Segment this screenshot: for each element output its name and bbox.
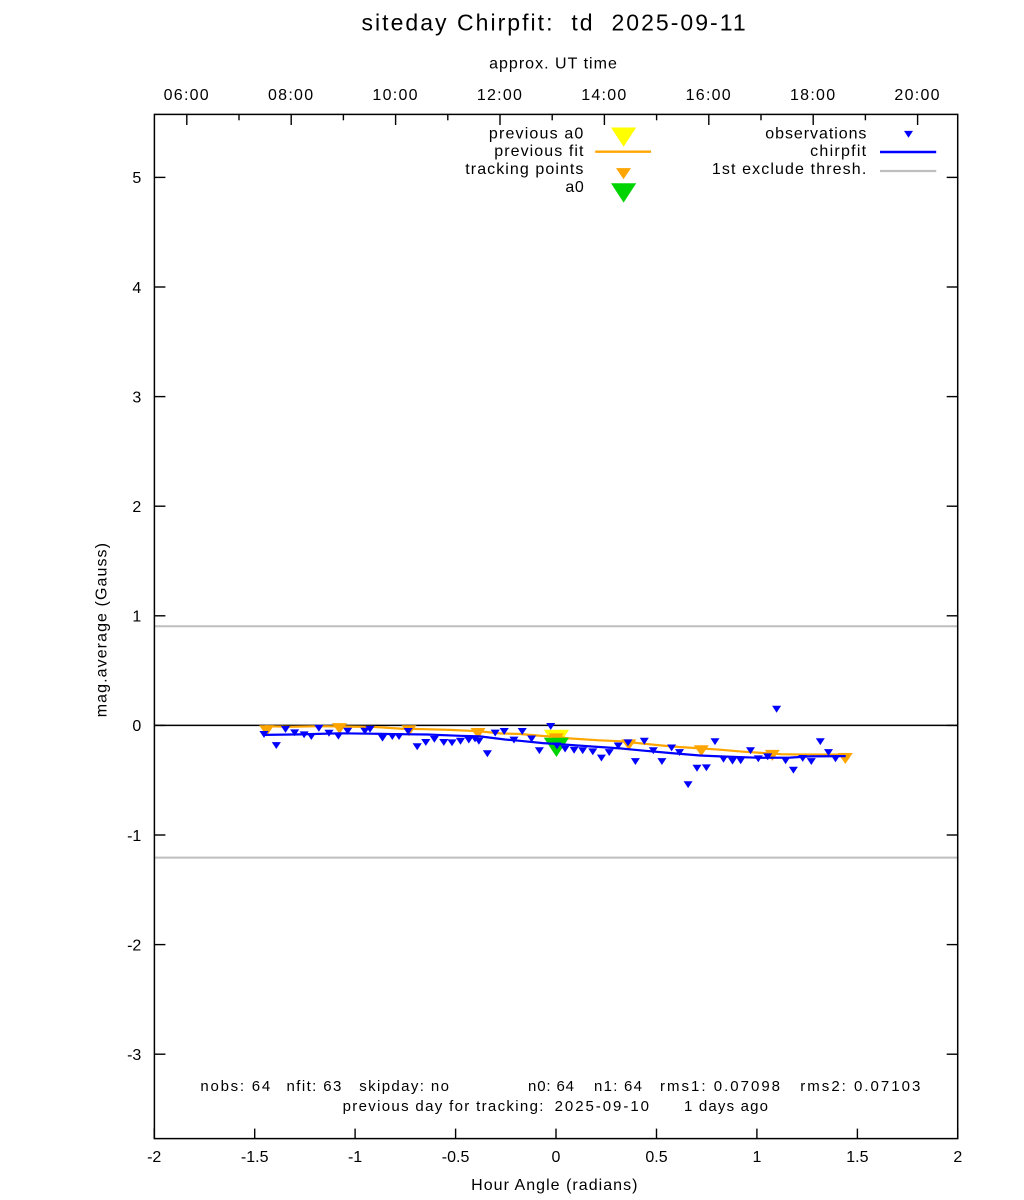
svg-text:observations: observations bbox=[765, 125, 867, 142]
svg-text:skipday: no: skipday: no bbox=[359, 1078, 450, 1095]
svg-text:previous fit: previous fit bbox=[494, 143, 584, 160]
svg-text:18:00: 18:00 bbox=[790, 87, 836, 104]
svg-text:08:00: 08:00 bbox=[268, 87, 314, 104]
svg-text:1st exclude thresh.: 1st exclude thresh. bbox=[712, 161, 868, 178]
svg-text:0.5: 0.5 bbox=[645, 1149, 667, 1166]
svg-text:1: 1 bbox=[752, 1149, 761, 1166]
svg-text:-2: -2 bbox=[127, 937, 141, 954]
svg-text:12:00: 12:00 bbox=[477, 87, 523, 104]
svg-text:mag.average (Gauss): mag.average (Gauss) bbox=[94, 542, 111, 717]
svg-text:-1: -1 bbox=[348, 1149, 362, 1166]
svg-text:n1: 64: n1: 64 bbox=[594, 1078, 643, 1095]
svg-text:-3: -3 bbox=[127, 1047, 141, 1064]
svg-text:-2: -2 bbox=[147, 1149, 161, 1166]
svg-text:0: 0 bbox=[132, 718, 141, 735]
svg-text:1: 1 bbox=[132, 609, 141, 626]
svg-text:16:00: 16:00 bbox=[686, 87, 732, 104]
svg-text:10:00: 10:00 bbox=[372, 87, 418, 104]
svg-text:-1.5: -1.5 bbox=[241, 1149, 269, 1166]
svg-text:nfit: 63: nfit: 63 bbox=[287, 1078, 343, 1095]
svg-text:2025-09-10: 2025-09-10 bbox=[555, 1098, 651, 1115]
svg-text:-0.5: -0.5 bbox=[442, 1149, 470, 1166]
svg-text:tracking points: tracking points bbox=[465, 161, 584, 178]
svg-text:siteday Chirpfit: td 2025-09: siteday Chirpfit: td 2025-09-11 bbox=[362, 9, 748, 35]
svg-text:06:00: 06:00 bbox=[164, 87, 210, 104]
svg-text:0: 0 bbox=[552, 1149, 561, 1166]
svg-text:a0: a0 bbox=[565, 179, 584, 196]
svg-text:nobs: 64: nobs: 64 bbox=[200, 1078, 272, 1095]
svg-text:4: 4 bbox=[132, 280, 141, 297]
svg-text:Hour Angle (radians): Hour Angle (radians) bbox=[471, 1177, 638, 1194]
svg-text:rms2: 0.07103: rms2: 0.07103 bbox=[800, 1078, 922, 1095]
svg-text:chirpfit: chirpfit bbox=[810, 143, 867, 160]
svg-text:2: 2 bbox=[953, 1149, 962, 1166]
svg-text:20:00: 20:00 bbox=[894, 87, 940, 104]
svg-text:rms1: 0.07098: rms1: 0.07098 bbox=[660, 1078, 782, 1095]
svg-text:3: 3 bbox=[132, 389, 141, 406]
svg-text:2: 2 bbox=[132, 499, 141, 516]
svg-text:-1: -1 bbox=[127, 828, 141, 845]
svg-text:n0: 64: n0: 64 bbox=[528, 1078, 575, 1095]
svg-text:14:00: 14:00 bbox=[581, 87, 627, 104]
svg-text:previous day for tracking:: previous day for tracking: bbox=[343, 1098, 545, 1115]
svg-text:1.5: 1.5 bbox=[846, 1149, 868, 1166]
svg-text:previous a0: previous a0 bbox=[489, 125, 585, 142]
svg-text:1 days ago: 1 days ago bbox=[684, 1098, 769, 1115]
svg-text:5: 5 bbox=[132, 170, 141, 187]
svg-text:approx. UT time: approx. UT time bbox=[489, 55, 618, 72]
